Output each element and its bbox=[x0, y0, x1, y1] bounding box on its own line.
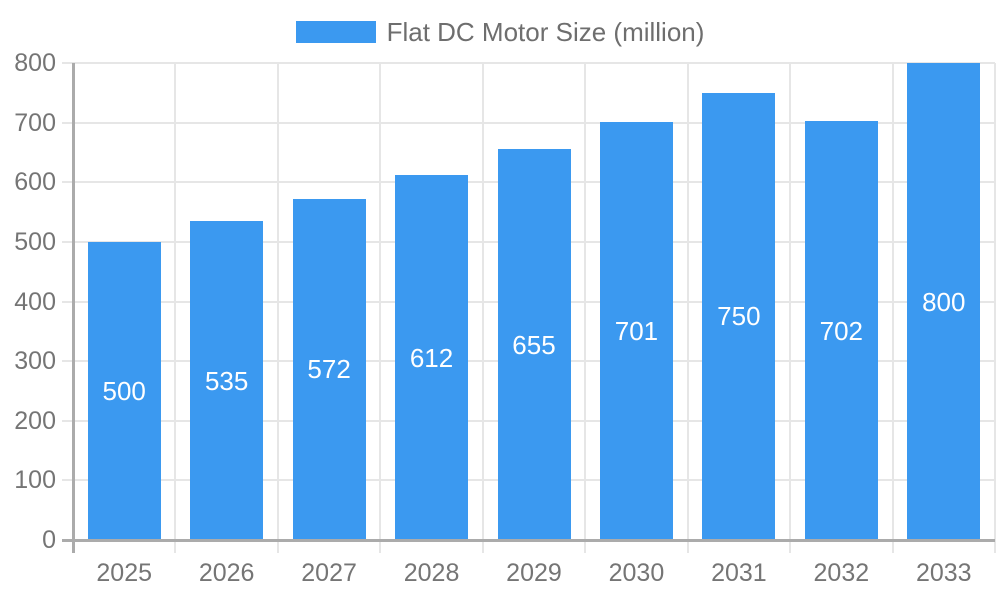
bar-2026 bbox=[190, 221, 264, 540]
x-tick-label: 2033 bbox=[915, 559, 972, 587]
y-tick-label: 600 bbox=[14, 168, 56, 197]
legend[interactable]: Flat DC Motor Size (million) bbox=[0, 16, 1000, 48]
x-tick-label: 2025 bbox=[96, 559, 153, 587]
x-tick-label: 2029 bbox=[506, 559, 562, 587]
y-tick-label: 300 bbox=[14, 347, 56, 376]
x-gridline bbox=[686, 63, 689, 553]
bar-2033 bbox=[907, 63, 981, 540]
y-tick-label: 400 bbox=[14, 287, 56, 316]
y-gridline bbox=[62, 62, 995, 64]
bar-2032 bbox=[804, 121, 878, 540]
legend-swatch bbox=[295, 21, 376, 43]
bar-value-label: 612 bbox=[409, 342, 454, 373]
x-gridline bbox=[584, 63, 587, 553]
bar-2031 bbox=[702, 92, 776, 540]
bar-2027 bbox=[292, 198, 366, 540]
bar-value-label: 535 bbox=[204, 365, 249, 396]
bar-value-label: 702 bbox=[819, 315, 864, 346]
y-gridline bbox=[62, 121, 995, 124]
bar-value-label: 750 bbox=[717, 301, 761, 332]
x-gridline bbox=[994, 63, 996, 553]
x-gridline bbox=[276, 63, 279, 553]
legend-label: Flat DC Motor Size (million) bbox=[386, 17, 705, 47]
x-gridline bbox=[891, 63, 894, 553]
x-axis-line bbox=[62, 539, 995, 542]
y-tick-label: 500 bbox=[14, 227, 56, 256]
y-tick-label: 800 bbox=[14, 49, 56, 77]
bar-2030 bbox=[599, 122, 673, 540]
bar-value-label: 800 bbox=[922, 286, 966, 317]
y-tick-label: 0 bbox=[42, 526, 56, 554]
bar-value-label: 500 bbox=[102, 375, 146, 406]
bar-value-label: 655 bbox=[512, 329, 556, 360]
y-tick-label: 700 bbox=[14, 108, 56, 137]
x-tick-label: 2027 bbox=[301, 559, 357, 587]
y-tick-label: 100 bbox=[14, 466, 56, 495]
x-tick-label: 2030 bbox=[608, 559, 665, 587]
bar-value-label: 572 bbox=[307, 354, 351, 385]
x-tick-label: 2031 bbox=[711, 559, 767, 587]
y-tick-label: 200 bbox=[14, 406, 56, 435]
x-gridline bbox=[379, 63, 382, 553]
x-gridline bbox=[789, 63, 792, 553]
x-tick-label: 2026 bbox=[198, 559, 255, 587]
bar-2025 bbox=[87, 241, 161, 540]
y-axis-line bbox=[71, 63, 75, 553]
x-tick-label: 2028 bbox=[403, 559, 460, 587]
x-tick-label: 2032 bbox=[813, 559, 870, 587]
bar-value-label: 701 bbox=[614, 316, 659, 346]
bar-2029 bbox=[497, 149, 571, 540]
x-gridline bbox=[174, 63, 177, 553]
x-gridline bbox=[481, 63, 484, 553]
bar-2028 bbox=[395, 175, 469, 540]
